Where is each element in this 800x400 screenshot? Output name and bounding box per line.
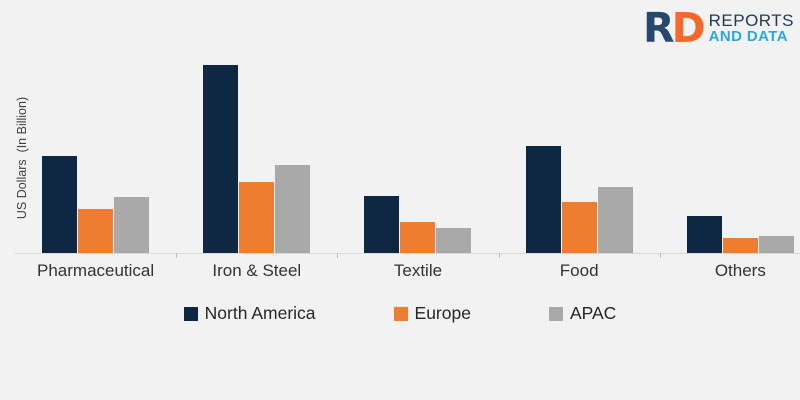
x-axis-label-iron-steel: Iron & Steel <box>212 261 302 280</box>
bar-europe-textile <box>400 222 436 253</box>
bar-apac-iron-steel <box>275 165 311 253</box>
x-axis-line <box>15 253 800 254</box>
reports-and-data-logo-icon: RD <box>643 8 706 49</box>
bar-europe-iron-steel <box>239 182 275 253</box>
logo-mark-d: D <box>671 4 706 52</box>
brand-logo: RD REPORTS AND DATA <box>643 8 794 49</box>
bar-group-iron-steel <box>176 38 337 253</box>
legend-item-europe: Europe <box>393 303 471 324</box>
bar-apac-food <box>597 187 633 253</box>
legend-label: APAC <box>569 303 617 323</box>
bar-apac-textile <box>436 228 472 253</box>
logo-mark-r: R <box>643 4 675 52</box>
bar-north-america-textile <box>364 196 400 253</box>
x-axis-tick <box>337 253 339 258</box>
x-axis-label-pharmaceutical: Pharmaceutical <box>37 261 155 280</box>
logo-text: REPORTS AND DATA <box>709 12 794 44</box>
legend-item-apac: APAC <box>548 303 617 324</box>
logo-text-reports: REPORTS <box>708 11 794 30</box>
x-axis-tick <box>498 253 500 258</box>
bar-group-pharmaceutical <box>15 38 176 253</box>
x-axis-label-food: Food <box>559 261 599 280</box>
x-axis-tick <box>176 253 178 258</box>
bar-north-america-others <box>686 216 722 253</box>
plot-area <box>15 38 800 253</box>
legend-label: Europe <box>414 303 471 323</box>
bar-apac-others <box>758 236 794 253</box>
bar-north-america-pharmaceutical <box>42 156 78 253</box>
logo-text-and-data: AND DATA <box>708 28 788 45</box>
bar-europe-food <box>561 202 597 253</box>
legend: North America Europe APAC <box>0 303 800 324</box>
legend-label: North America <box>204 303 316 323</box>
bar-north-america-food <box>525 146 561 253</box>
legend-swatch-icon <box>393 306 408 321</box>
bar-group-others <box>660 38 800 253</box>
bar-group-textile <box>337 38 498 253</box>
bar-europe-others <box>722 238 758 253</box>
legend-item-north-america: North America <box>183 303 316 324</box>
bar-north-america-iron-steel <box>203 65 239 253</box>
bar-group-food <box>499 38 660 253</box>
legend-swatch-icon <box>183 306 198 321</box>
legend-swatch-icon <box>548 306 563 321</box>
bar-europe-pharmaceutical <box>78 209 114 253</box>
bar-apac-pharmaceutical <box>114 197 150 253</box>
x-axis-tick <box>659 253 661 258</box>
x-axis-label-textile: Textile <box>393 261 443 280</box>
x-axis-labels: Pharmaceutical Iron & Steel Textile Food Oth… <box>15 261 800 281</box>
x-axis-label-others: Others <box>714 261 766 280</box>
